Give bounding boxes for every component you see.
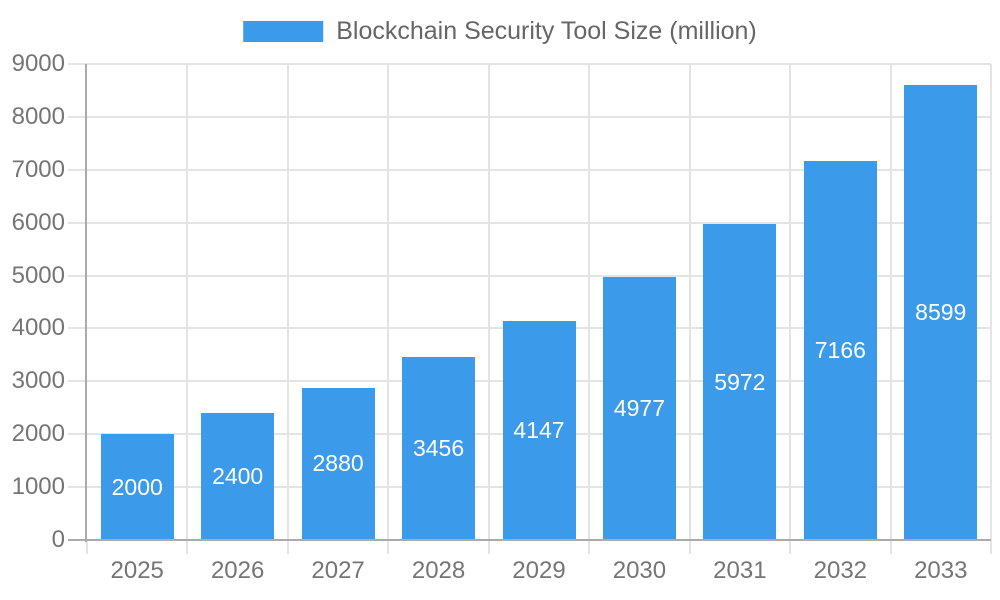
y-tick — [68, 433, 87, 436]
x-tick-label: 2029 — [512, 557, 566, 584]
v-gridline — [487, 64, 490, 540]
x-tick — [789, 540, 792, 554]
x-tick — [588, 540, 591, 554]
bar-value-label: 2400 — [212, 463, 264, 490]
bar-value-label: 2000 — [111, 473, 163, 500]
x-tick — [688, 540, 691, 554]
y-tick-label: 0 — [51, 526, 65, 553]
h-gridline — [87, 63, 991, 65]
legend-label: Blockchain Security Tool Size (million) — [336, 17, 757, 45]
bar: 4977 — [602, 276, 676, 540]
y-tick — [68, 168, 87, 171]
y-tick — [68, 63, 87, 65]
v-gridline — [990, 64, 992, 540]
bar-value-label: 7166 — [814, 336, 866, 363]
x-tick-label: 2032 — [813, 557, 868, 584]
y-tick-label: 1000 — [11, 473, 65, 501]
bar: 2880 — [301, 387, 375, 540]
y-tick — [68, 327, 87, 330]
x-tick-label: 2031 — [713, 557, 767, 584]
y-tick-label: 2000 — [11, 420, 65, 448]
x-tick — [387, 540, 390, 554]
y-tick-label: 9000 — [11, 50, 65, 77]
h-gridline — [87, 274, 991, 277]
bar: 5972 — [703, 224, 777, 540]
x-tick-label: 2026 — [210, 557, 265, 584]
bar: 2000 — [100, 434, 174, 540]
h-gridline — [87, 221, 991, 224]
x-tick-label: 2025 — [110, 557, 164, 584]
v-gridline — [387, 64, 390, 540]
bar: 7166 — [803, 160, 877, 540]
x-tick — [889, 540, 892, 554]
v-gridline — [286, 64, 289, 540]
y-tick-label: 4000 — [11, 314, 65, 342]
v-gridline — [588, 64, 591, 540]
y-tick-label: 8000 — [11, 102, 65, 130]
bar-value-label: 8599 — [915, 299, 967, 326]
x-tick — [286, 540, 289, 554]
y-tick — [68, 486, 87, 489]
legend[interactable]: Blockchain Security Tool Size (million) — [243, 16, 757, 46]
bar-value-label: 2880 — [312, 450, 364, 477]
bar: 4147 — [502, 320, 576, 540]
bar-value-label: 3456 — [412, 435, 465, 462]
x-tick — [86, 540, 88, 554]
v-gridline — [186, 64, 189, 540]
bar-value-label: 5972 — [714, 368, 766, 395]
h-gridline — [87, 168, 991, 171]
y-tick-label: 6000 — [11, 208, 65, 236]
x-tick — [487, 540, 490, 554]
x-axis-line — [68, 539, 991, 541]
y-tick-label: 5000 — [11, 261, 65, 289]
v-gridline — [688, 64, 691, 540]
y-tick-label: 7000 — [11, 155, 65, 183]
legend-swatch — [243, 20, 324, 42]
y-axis-line — [85, 64, 87, 542]
v-gridline — [789, 64, 792, 540]
bar: 8599 — [904, 85, 978, 540]
x-tick-label: 2030 — [612, 557, 667, 584]
x-tick — [186, 540, 189, 554]
x-tick-label: 2033 — [914, 557, 968, 584]
bar: 3456 — [402, 357, 476, 540]
x-tick — [990, 540, 992, 554]
h-gridline — [87, 115, 991, 118]
bar: 2400 — [201, 413, 275, 540]
v-gridline — [889, 64, 892, 540]
y-tick — [68, 380, 87, 383]
bar-value-label: 4977 — [613, 394, 666, 421]
x-tick-label: 2028 — [411, 557, 466, 584]
y-tick — [68, 115, 87, 118]
x-tick-label: 2027 — [311, 557, 365, 584]
y-tick — [68, 274, 87, 277]
y-tick — [68, 221, 87, 224]
y-tick-label: 3000 — [11, 367, 65, 395]
bar-value-label: 4147 — [513, 416, 565, 443]
